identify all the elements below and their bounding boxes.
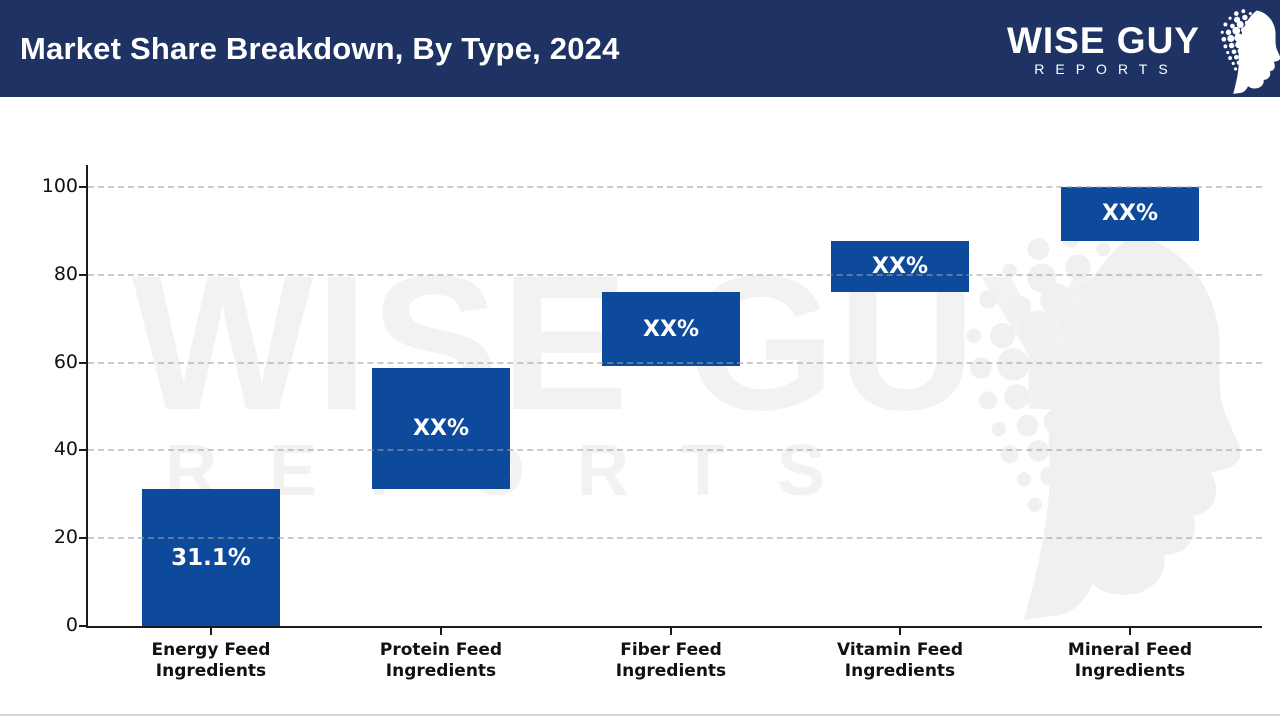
chart-area: WISE GUY REPORTS 31.1% XX% XX% XX% XX% 0 20 40 6… bbox=[0, 97, 1280, 720]
y-tick-label-20: 20 bbox=[53, 526, 78, 549]
gridline-80 bbox=[88, 273, 1262, 276]
bar-value-label: 31.1% bbox=[171, 544, 251, 571]
bar-4: XX% bbox=[831, 240, 969, 292]
x-tick-mark-5 bbox=[1129, 628, 1131, 635]
logo-face-icon bbox=[1202, 7, 1280, 95]
x-category-label-1: Energy Feed Ingredients bbox=[151, 640, 271, 682]
x-tick-mark-2 bbox=[440, 628, 442, 635]
logo: WISE GUY REPORTS bbox=[1007, 0, 1280, 97]
logo-wordmark: WISE GUY bbox=[1006, 19, 1200, 61]
bar-value-label: XX% bbox=[413, 416, 469, 442]
gridline-100 bbox=[88, 186, 1262, 188]
logo-text: WISE GUY REPORTS bbox=[1007, 22, 1200, 76]
bar-value-label: XX% bbox=[643, 316, 699, 342]
y-tick-label-0: 0 bbox=[65, 614, 78, 636]
y-tick-label-40: 40 bbox=[53, 438, 78, 461]
bar-3: XX% bbox=[602, 291, 740, 367]
gridline-40 bbox=[88, 449, 1262, 452]
bar-5: XX% bbox=[1061, 187, 1199, 241]
gridline-60 bbox=[88, 361, 1262, 364]
bar-1: 31.1% bbox=[142, 489, 280, 626]
bar-value-label: XX% bbox=[1102, 201, 1158, 227]
x-category-label-4: Vitamin Feed Ingredients bbox=[837, 640, 963, 682]
y-tick-mark-60 bbox=[79, 361, 88, 364]
y-tick-mark-100 bbox=[79, 186, 88, 188]
y-axis-line bbox=[86, 165, 88, 628]
x-tick-mark-3 bbox=[670, 628, 672, 635]
page-title: Market Share Breakdown, By Type, 2024 bbox=[20, 30, 620, 66]
y-tick-label-100: 100 bbox=[41, 175, 78, 197]
y-tick-label-80: 80 bbox=[53, 262, 78, 285]
x-category-label-3: Fiber Feed Ingredients bbox=[615, 640, 727, 682]
x-tick-mark-4 bbox=[899, 628, 901, 635]
bar-2: XX% bbox=[372, 367, 510, 490]
header: Market Share Breakdown, By Type, 2024 WI… bbox=[0, 0, 1280, 97]
gridline-20 bbox=[88, 537, 1262, 540]
x-category-label-5: Mineral Feed Ingredients bbox=[1067, 640, 1193, 682]
logo-subtext: REPORTS bbox=[1034, 60, 1179, 77]
figure-bottom-border bbox=[0, 714, 1280, 716]
y-tick-mark-80 bbox=[79, 273, 88, 276]
x-tick-mark-1 bbox=[210, 628, 212, 635]
y-tick-mark-0 bbox=[79, 625, 88, 627]
x-axis-line bbox=[86, 626, 1262, 628]
x-category-label-2: Protein Feed Ingredients bbox=[379, 640, 503, 682]
y-tick-mark-40 bbox=[79, 449, 88, 452]
y-tick-label-60: 60 bbox=[53, 350, 78, 373]
y-tick-mark-20 bbox=[79, 537, 88, 540]
